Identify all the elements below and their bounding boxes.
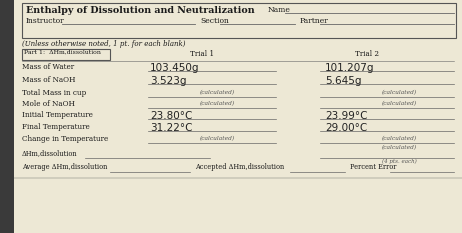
Text: 5.645g: 5.645g	[325, 76, 361, 86]
Text: Accepted ΔHm,dissolution: Accepted ΔHm,dissolution	[195, 163, 284, 171]
Text: 31.22°C: 31.22°C	[150, 123, 193, 133]
Text: (calculated): (calculated)	[382, 145, 417, 150]
Text: 3.523g: 3.523g	[150, 76, 187, 86]
Text: (calculated): (calculated)	[382, 90, 417, 95]
Text: Mass of Water: Mass of Water	[22, 63, 74, 71]
Text: (calculated): (calculated)	[382, 101, 417, 106]
Text: Average ΔHm,dissolution: Average ΔHm,dissolution	[22, 163, 107, 171]
FancyBboxPatch shape	[14, 0, 462, 233]
Text: Trial 1: Trial 1	[190, 50, 214, 58]
Text: Name: Name	[268, 6, 291, 14]
Text: Section: Section	[200, 17, 229, 25]
Text: 103.450g: 103.450g	[150, 63, 200, 73]
Text: Total Mass in cup: Total Mass in cup	[22, 89, 86, 97]
Text: Percent Error: Percent Error	[350, 163, 396, 171]
Text: Partner: Partner	[300, 17, 329, 25]
Text: (4 pts. each): (4 pts. each)	[382, 159, 417, 164]
Text: 23.80°C: 23.80°C	[150, 111, 192, 121]
Text: (Unless otherwise noted, 1 pt. for each blank): (Unless otherwise noted, 1 pt. for each …	[22, 40, 186, 48]
Text: (calculated): (calculated)	[382, 136, 417, 141]
Text: Change in Temperature: Change in Temperature	[22, 135, 108, 143]
Text: Initial Temperature: Initial Temperature	[22, 111, 93, 119]
Text: Instructor: Instructor	[26, 17, 65, 25]
Text: ΔHm,dissolution: ΔHm,dissolution	[22, 149, 78, 157]
FancyBboxPatch shape	[0, 0, 14, 233]
Text: 29.00°C: 29.00°C	[325, 123, 367, 133]
Text: Mole of NaOH: Mole of NaOH	[22, 100, 75, 108]
FancyBboxPatch shape	[22, 3, 456, 38]
Text: (calculated): (calculated)	[200, 101, 235, 106]
Text: Mass of NaOH: Mass of NaOH	[22, 76, 75, 84]
Text: (calculated): (calculated)	[200, 136, 235, 141]
FancyBboxPatch shape	[22, 49, 110, 60]
Text: 101.207g: 101.207g	[325, 63, 375, 73]
Text: Part 1:  ΔHm,dissolution: Part 1: ΔHm,dissolution	[24, 50, 101, 55]
Text: 23.99°C: 23.99°C	[325, 111, 367, 121]
Text: (calculated): (calculated)	[200, 90, 235, 95]
Text: Enthalpy of Dissolution and Neutralization: Enthalpy of Dissolution and Neutralizati…	[26, 6, 255, 15]
Text: Trial 2: Trial 2	[355, 50, 379, 58]
Text: Final Temperature: Final Temperature	[22, 123, 90, 131]
